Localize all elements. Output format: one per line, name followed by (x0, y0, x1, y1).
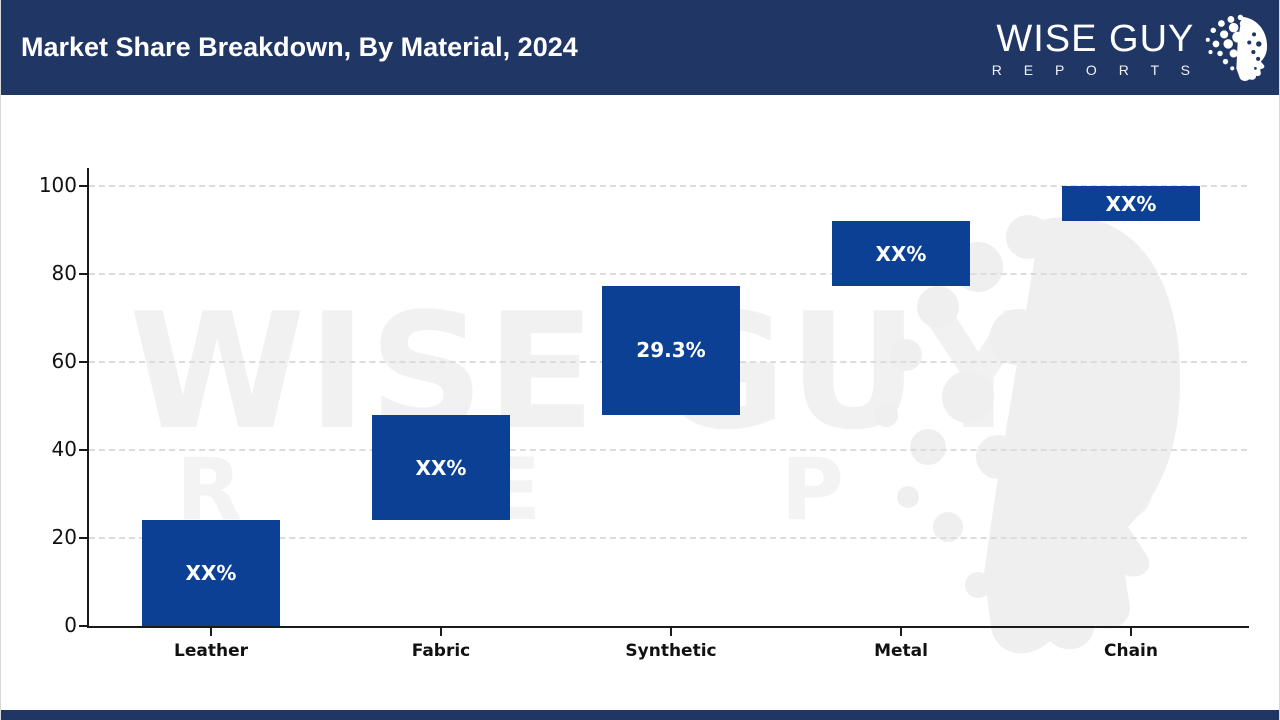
wiseguy-logo: WISE GUY R E P O R T S (992, 6, 1269, 90)
header-bar: Market Share Breakdown, By Material, 202… (1, 0, 1279, 95)
x-tick-mark (210, 628, 212, 636)
waterfall-bar: XX% (1062, 186, 1200, 222)
y-gridline (89, 449, 1247, 451)
x-tick-mark (670, 628, 672, 636)
x-tick-mark (1130, 628, 1132, 636)
y-tick-mark (79, 361, 87, 363)
logo-text: WISE GUY R E P O R T S (992, 19, 1199, 78)
y-gridline (89, 537, 1247, 539)
y-tick-mark (79, 537, 87, 539)
logo-wiseguy-text: WISE GUY (996, 17, 1195, 60)
bar-value-label: XX% (1105, 191, 1157, 216)
logo-reports-text: R E P O R T S (991, 61, 1199, 78)
y-tick-label: 40 (51, 437, 77, 461)
waterfall-bar: XX% (372, 414, 510, 521)
waterfall-bar: 29.3% (602, 285, 740, 415)
x-category-label: Fabric (411, 641, 471, 661)
x-tick-mark (440, 628, 442, 636)
bar-value-label: XX% (875, 241, 927, 266)
footer-bar (1, 710, 1279, 720)
waterfall-bar: XX% (142, 520, 280, 626)
watermark-face-icon (874, 215, 1181, 654)
page-title: Market Share Breakdown, By Material, 202… (21, 32, 578, 62)
x-category-label: Chain (1104, 641, 1158, 661)
bar-value-label: XX% (185, 561, 237, 586)
x-category-label: Metal (874, 641, 928, 661)
watermark-wiseguy-text: WISE GUY (129, 278, 1039, 465)
y-gridline (89, 273, 1247, 275)
wiseguy-face-icon (1205, 14, 1268, 81)
bar-value-label: XX% (415, 455, 467, 480)
y-tick-label: 20 (51, 525, 77, 549)
x-axis-line (87, 626, 1249, 628)
y-axis-line (87, 168, 89, 628)
x-category-label: Leather (174, 641, 248, 661)
y-tick-label: 60 (51, 349, 77, 373)
y-tick-mark (79, 273, 87, 275)
bar-value-label: 29.3% (636, 338, 706, 363)
waterfall-bar: XX% (832, 221, 970, 286)
y-tick-mark (79, 449, 87, 451)
y-tick-label: 80 (51, 261, 77, 285)
y-tick-mark (79, 185, 87, 187)
y-tick-label: 0 (64, 613, 77, 637)
y-tick-mark (79, 625, 87, 627)
x-tick-mark (900, 628, 902, 636)
x-category-label: Synthetic (625, 641, 717, 661)
y-tick-label: 100 (38, 173, 77, 197)
y-gridline (89, 185, 1247, 187)
